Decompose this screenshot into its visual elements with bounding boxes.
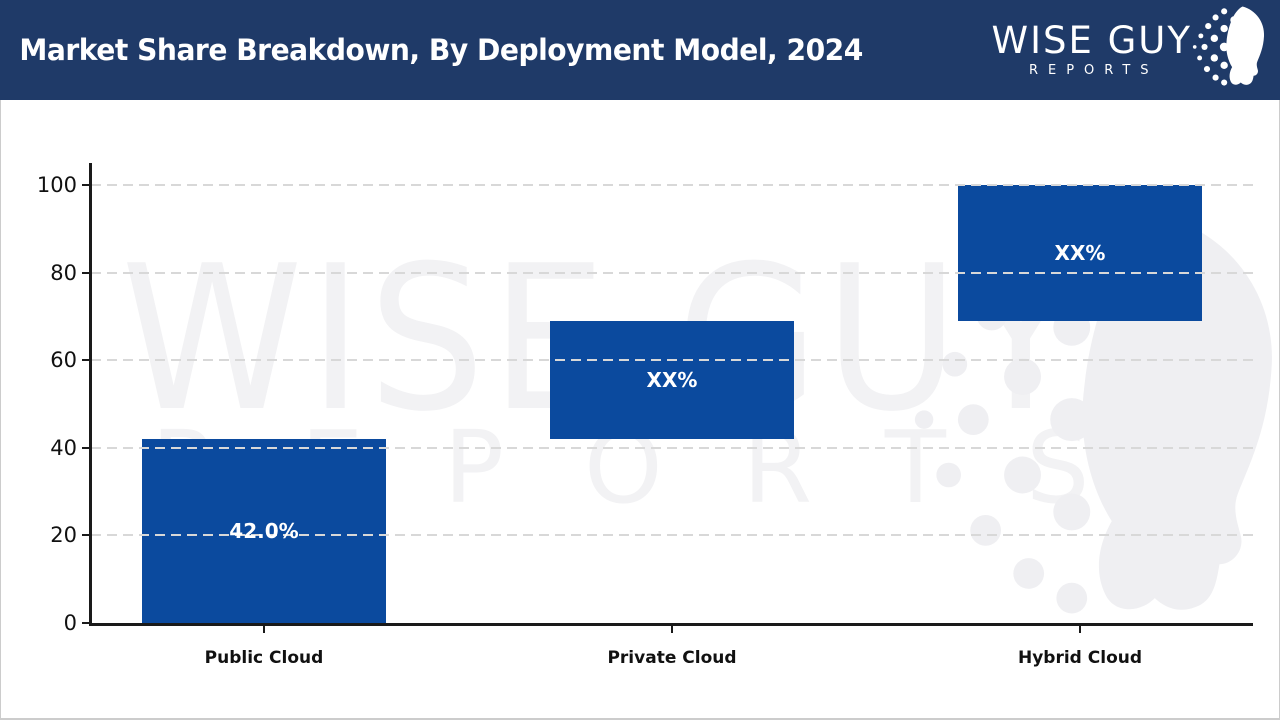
bar-private-cloud [550, 320, 794, 439]
brand-wordmark: WISE GUY [991, 19, 1192, 62]
y-tick-mark-40 [82, 446, 91, 449]
y-tick-mark-100 [82, 183, 91, 186]
bar-value-label: XX% [1054, 240, 1106, 265]
brand-logo: WISE GUY REPORTS [992, 0, 1280, 100]
y-tick-label: 40 [50, 435, 77, 460]
header: Market Share Breakdown, By Deployment Mo… [0, 0, 1280, 100]
gridline-60 [91, 359, 1253, 362]
plot: 0 20 40 60 80 100 42.0% XX% XX% Public Cloud Priva… [37, 163, 1253, 668]
y-tick-label: 80 [50, 260, 77, 285]
x-axis-spine [89, 623, 1253, 626]
y-tick-label: 60 [50, 348, 77, 373]
gridline-20 [91, 534, 1253, 537]
y-tick-mark-20 [82, 534, 91, 537]
y-tick-label: 20 [50, 523, 77, 548]
x-axis-label: Private Cloud [607, 648, 737, 668]
y-tick-label: 100 [36, 172, 77, 197]
x-axis-label: Public Cloud [204, 648, 324, 668]
bar-value-label: XX% [646, 367, 698, 392]
bar-value-label: 42.0% [229, 519, 299, 543]
wiseguy-face-icon [1178, 4, 1274, 96]
brand-subtext: REPORTS [1028, 63, 1159, 78]
page-title: Market Share Breakdown, By Deployment Mo… [19, 33, 863, 67]
y-tick-mark-60 [82, 359, 91, 362]
brand-logo-text: WISE GUY REPORTS [992, 22, 1192, 78]
x-axis-label: Hybrid Cloud [1017, 648, 1143, 668]
y-tick-label: 0 [63, 611, 77, 635]
x-tick-mark-2 [671, 625, 673, 633]
y-axis-spine [89, 163, 92, 625]
y-tick-mark-0 [82, 622, 91, 624]
gridline-80 [91, 271, 1253, 274]
chart-area: WISE GUY REPORTS 0 20 40 60 80 100 42.0% XX% XX%… [0, 100, 1280, 720]
gridline-100 [91, 183, 1253, 186]
x-tick-mark-1 [263, 625, 265, 633]
gridline-40 [91, 446, 1253, 449]
y-tick-mark-80 [82, 271, 91, 274]
bar-public-cloud [142, 439, 386, 623]
x-tick-mark-3 [1079, 625, 1081, 633]
